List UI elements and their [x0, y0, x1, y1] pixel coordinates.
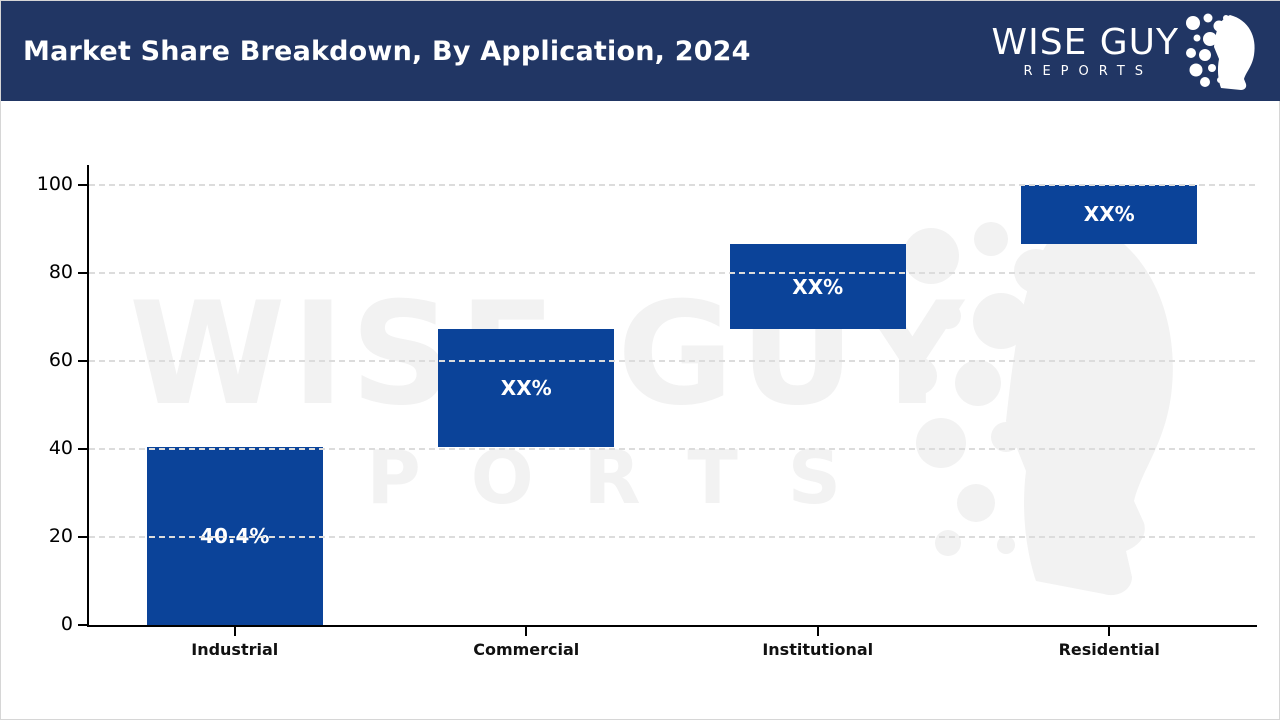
watermark-face-icon [899, 216, 1173, 596]
brand-face-icon [1186, 13, 1255, 90]
y-tick-label-100: 100 [36, 173, 73, 195]
bar-institutional: XX% [729, 243, 906, 330]
x-category-label-commercial: Commercial [473, 640, 580, 659]
bar-value-label-residential: XX% [1083, 202, 1135, 227]
y-tick-label-80: 80 [48, 261, 73, 283]
y-tick-mark-20 [78, 536, 87, 538]
y-tick-label-60: 60 [48, 349, 73, 371]
gridline-20 [89, 536, 1255, 538]
header-banner: Market Share Breakdown, By Application, … [1, 1, 1280, 101]
x-tick-mark-institutional [816, 627, 819, 636]
y-tick-label-40: 40 [48, 437, 73, 459]
x-tick-mark-commercial [525, 627, 528, 636]
bar-value-label-commercial: XX% [500, 376, 552, 401]
gridline-80 [89, 272, 1255, 274]
brand-subname: REPORTS [1023, 63, 1154, 79]
x-category-label-residential: Residential [1058, 640, 1160, 659]
x-tick-mark-industrial [233, 627, 236, 636]
x-category-label-industrial: Industrial [191, 640, 279, 659]
x-axis-spine [87, 625, 1257, 627]
y-tick-mark-80 [78, 272, 87, 274]
brand-logo: WISE GUY REPORTS [992, 11, 1258, 91]
y-tick-mark-40 [78, 448, 87, 450]
bar-commercial: XX% [438, 329, 615, 448]
gridline-40 [89, 448, 1255, 450]
y-tick-mark-60 [78, 360, 87, 362]
y-tick-label-0: 0 [60, 613, 73, 635]
x-category-label-institutional: Institutional [762, 640, 874, 659]
gridline-100 [89, 184, 1255, 186]
y-tick-label-20: 20 [48, 525, 73, 547]
x-tick-mark-residential [1108, 627, 1111, 636]
brand-logo-text: WISE GUY REPORTS [991, 21, 1180, 79]
bar-residential: XX% [1021, 185, 1198, 244]
y-tick-mark-100 [78, 184, 87, 186]
bar-value-label-institutional: XX% [792, 274, 844, 299]
chart-title: Market Share Breakdown, By Application, … [23, 35, 751, 67]
y-tick-mark-0 [78, 624, 87, 626]
brand-name: WISE GUY [991, 21, 1179, 63]
gridline-60 [89, 360, 1255, 362]
y-axis-spine [87, 165, 89, 627]
